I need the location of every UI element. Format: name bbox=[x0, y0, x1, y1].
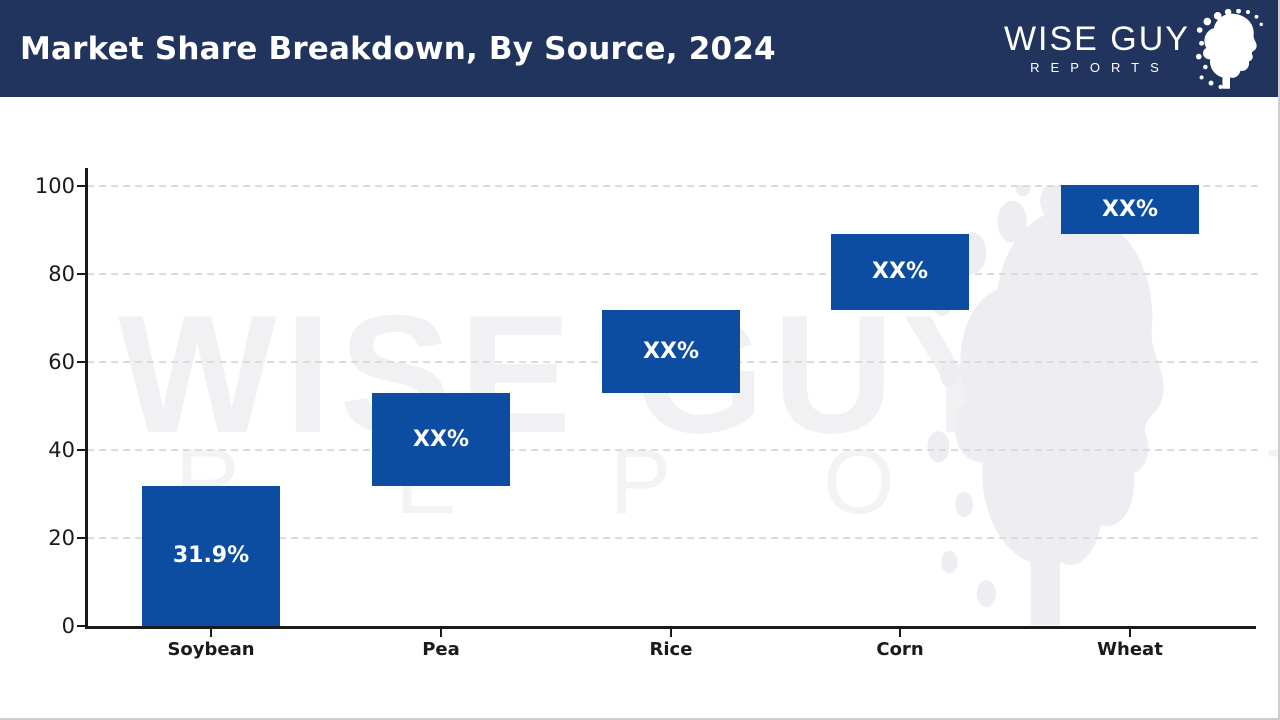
chart-title: Market Share Breakdown, By Source, 2024 bbox=[20, 30, 776, 67]
bar: XX% bbox=[831, 233, 969, 311]
gridline bbox=[87, 273, 1262, 275]
x-tick bbox=[1129, 629, 1131, 637]
y-tick bbox=[77, 625, 85, 627]
y-tick-label: 20 bbox=[48, 526, 75, 550]
watermark-head-icon bbox=[927, 185, 1164, 625]
bar-value-label: XX% bbox=[413, 426, 469, 452]
wiseguy-head-icon bbox=[1195, 8, 1263, 89]
y-tick-label: 60 bbox=[48, 350, 75, 374]
y-axis-spine bbox=[85, 168, 88, 629]
bar: XX% bbox=[602, 310, 740, 393]
bar-value-label: XX% bbox=[872, 259, 928, 285]
x-tick bbox=[440, 629, 442, 637]
y-tick-label: 80 bbox=[48, 262, 75, 286]
x-axis-label: Soybean bbox=[167, 639, 255, 660]
x-tick bbox=[210, 629, 212, 637]
y-tick bbox=[77, 361, 85, 363]
y-tick bbox=[77, 537, 85, 539]
y-tick-label: 40 bbox=[48, 438, 75, 462]
y-tick bbox=[77, 273, 85, 275]
bar-value-label: XX% bbox=[1102, 196, 1158, 222]
y-tick-label: 0 bbox=[61, 614, 75, 638]
logo-subtitle: REPORTS bbox=[1030, 59, 1170, 75]
y-tick bbox=[77, 449, 85, 451]
y-tick bbox=[77, 185, 85, 187]
bar: XX% bbox=[372, 392, 510, 486]
bar: XX% bbox=[1061, 185, 1199, 234]
logo-wordmark: WISE GUY bbox=[1003, 20, 1190, 59]
watermark-wordmark: WISE GUY bbox=[118, 280, 1023, 468]
bar-value-label: 31.9% bbox=[172, 543, 250, 569]
x-axis-label: Wheat bbox=[1097, 639, 1163, 660]
x-tick bbox=[670, 629, 672, 637]
bar-value-label: XX% bbox=[643, 338, 699, 364]
gridline bbox=[87, 537, 1262, 539]
bar: 31.9% bbox=[142, 485, 280, 626]
gridline bbox=[87, 185, 1262, 187]
gridline bbox=[87, 449, 1262, 451]
wiseguy-logo: WISE GUY REPORTS bbox=[1003, 8, 1266, 89]
x-tick bbox=[899, 629, 901, 637]
x-axis-label: Pea bbox=[422, 639, 460, 660]
x-axis-label: Rice bbox=[649, 639, 693, 660]
y-tick-label: 100 bbox=[34, 174, 75, 198]
x-axis-label: Corn bbox=[876, 639, 924, 660]
header-bar: Market Share Breakdown, By Source, 2024 … bbox=[0, 0, 1278, 97]
x-axis-spine bbox=[85, 626, 1256, 629]
logo-text: WISE GUY REPORTS bbox=[1003, 20, 1190, 75]
